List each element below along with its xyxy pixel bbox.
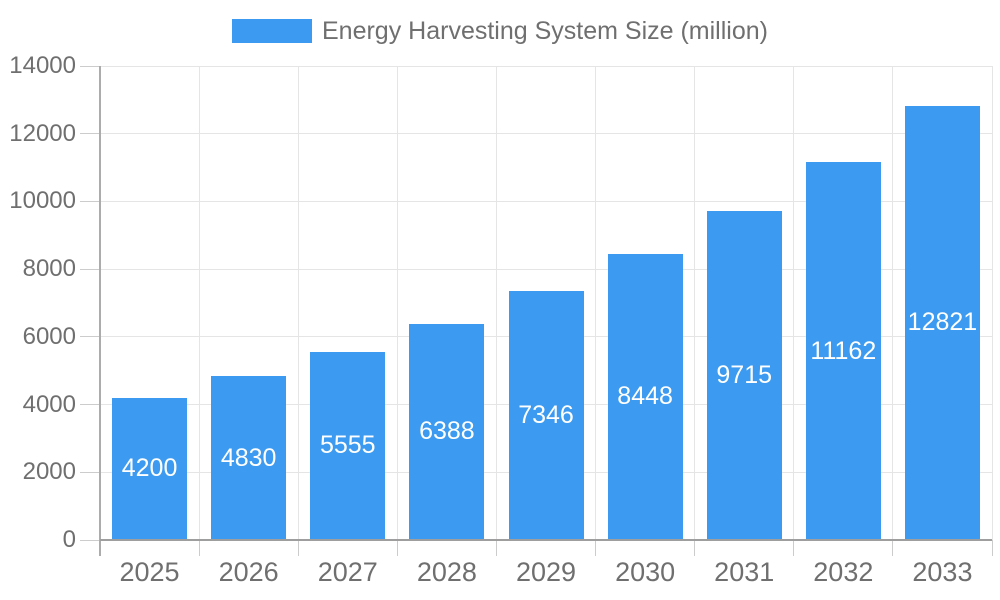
x-gridline	[595, 66, 597, 540]
bar-value-label: 12821	[907, 308, 978, 337]
y-tick	[80, 200, 100, 202]
y-tick	[80, 268, 100, 270]
legend-label: Energy Harvesting System Size (million)	[322, 17, 768, 45]
x-tick-label: 2029	[515, 557, 577, 587]
y-tick	[80, 336, 100, 338]
x-tick	[595, 540, 597, 556]
x-gridline	[892, 66, 894, 540]
bar-value-label: 4830	[220, 443, 277, 472]
y-tick-label: 0	[62, 526, 76, 553]
y-gridline	[100, 133, 992, 135]
x-tick-label: 2028	[416, 557, 477, 587]
bar[interactable]: 8448	[607, 253, 683, 540]
x-tick	[694, 540, 696, 556]
x-tick-label: 2032	[813, 557, 874, 587]
x-tick-label: 2027	[317, 557, 378, 587]
bar[interactable]: 5555	[310, 351, 386, 540]
legend-swatch-icon	[232, 19, 312, 43]
y-tick	[80, 471, 100, 473]
bar[interactable]: 7346	[508, 291, 584, 540]
x-gridline	[396, 66, 398, 540]
bar-value-label: 7346	[518, 401, 574, 430]
x-tick-label: 2025	[119, 557, 180, 587]
y-tick-label: 14000	[9, 52, 76, 79]
bar-value-label: 4200	[121, 454, 178, 483]
bar[interactable]: 4200	[112, 397, 188, 540]
x-gridline	[495, 66, 497, 540]
bar-value-label: 8448	[617, 382, 673, 411]
x-tick-label: 2033	[912, 557, 973, 587]
x-tick	[991, 540, 993, 556]
y-gridline	[100, 268, 992, 270]
x-tick	[495, 540, 497, 556]
bar-value-label: 9715	[716, 361, 773, 390]
x-tick	[793, 540, 795, 556]
y-tick-label: 4000	[22, 390, 76, 418]
bar[interactable]: 4830	[211, 376, 287, 540]
y-tick-label: 10000	[9, 187, 76, 215]
y-gridline	[100, 65, 992, 67]
y-axis-line	[99, 66, 101, 556]
y-tick-label: 12000	[9, 119, 76, 147]
bar[interactable]: 12821	[904, 105, 980, 540]
x-tick	[297, 540, 299, 556]
y-tick	[80, 133, 100, 135]
x-tick	[198, 540, 200, 556]
x-tick	[892, 540, 894, 556]
y-tick-label: 2000	[22, 458, 76, 486]
legend-item[interactable]: Energy Harvesting System Size (million)	[232, 18, 768, 44]
y-tick	[80, 404, 100, 406]
bar[interactable]: 6388	[409, 323, 485, 540]
y-tick-label: 8000	[22, 255, 76, 283]
x-tick	[396, 540, 398, 556]
bar[interactable]: 11162	[805, 162, 881, 540]
x-tick-label: 2030	[615, 557, 676, 587]
bar-value-label: 11162	[810, 336, 877, 365]
x-tick-label: 2031	[714, 557, 775, 587]
legend: Energy Harvesting System Size (million)	[0, 18, 1000, 44]
bar-value-label: 6388	[419, 417, 475, 446]
y-tick	[80, 539, 100, 541]
bar-value-label: 5555	[319, 431, 376, 460]
x-gridline	[297, 66, 299, 540]
y-tick	[80, 65, 100, 67]
y-gridline	[100, 200, 992, 202]
bar[interactable]: 9715	[706, 211, 782, 540]
y-tick-label: 6000	[22, 322, 76, 350]
x-gridline	[793, 66, 795, 540]
x-tick-label: 2026	[218, 557, 279, 587]
x-axis-line	[100, 539, 992, 541]
x-gridline	[991, 66, 993, 540]
x-gridline	[198, 66, 200, 540]
x-gridline	[694, 66, 696, 540]
